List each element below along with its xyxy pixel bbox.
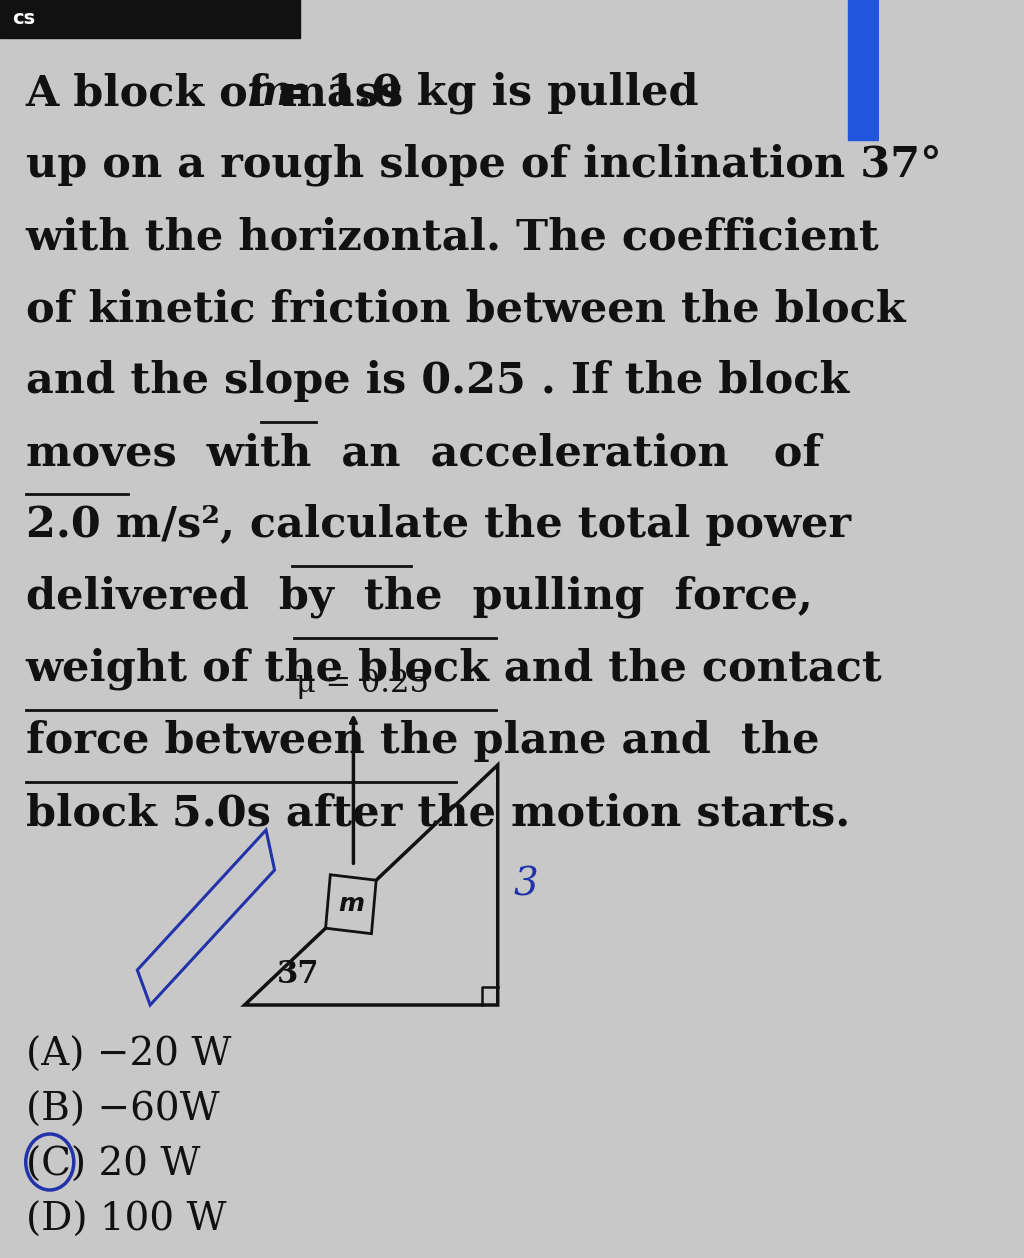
Text: delivered  by  the  pulling  force,: delivered by the pulling force, bbox=[26, 576, 812, 619]
Text: m: m bbox=[247, 72, 293, 114]
Text: (D) 100 W: (D) 100 W bbox=[26, 1201, 226, 1238]
Text: moves  with  an  acceleration   of: moves with an acceleration of bbox=[26, 431, 821, 474]
Bar bbox=[0, 0, 300, 38]
Text: A block of mass: A block of mass bbox=[26, 72, 419, 114]
Text: (A) −20 W: (A) −20 W bbox=[26, 1037, 231, 1073]
Text: 37: 37 bbox=[278, 959, 319, 990]
Text: 3: 3 bbox=[513, 867, 538, 903]
Text: of kinetic friction between the block: of kinetic friction between the block bbox=[26, 288, 905, 330]
Text: up on a rough slope of inclination 37°: up on a rough slope of inclination 37° bbox=[26, 143, 941, 186]
Polygon shape bbox=[326, 874, 376, 933]
Text: force between the plane and  the: force between the plane and the bbox=[26, 720, 819, 762]
Text: and the slope is 0.25 . If the block: and the slope is 0.25 . If the block bbox=[26, 360, 849, 403]
Text: = 1.0 kg is pulled: = 1.0 kg is pulled bbox=[261, 72, 698, 114]
Text: m: m bbox=[338, 892, 364, 916]
Bar bbox=[848, 0, 879, 140]
Text: block 5.0s after the motion starts.: block 5.0s after the motion starts. bbox=[26, 793, 850, 834]
Text: μ = 0.25: μ = 0.25 bbox=[296, 668, 428, 699]
Text: with the horizontal. The coefficient: with the horizontal. The coefficient bbox=[26, 216, 880, 258]
Text: 2.0 m/s², calculate the total power: 2.0 m/s², calculate the total power bbox=[26, 504, 851, 546]
Text: (C) 20 W: (C) 20 W bbox=[26, 1146, 200, 1184]
Text: cs: cs bbox=[12, 10, 35, 29]
Text: weight of the block and the contact: weight of the block and the contact bbox=[26, 648, 883, 691]
Text: (B) −60W: (B) −60W bbox=[26, 1092, 219, 1128]
